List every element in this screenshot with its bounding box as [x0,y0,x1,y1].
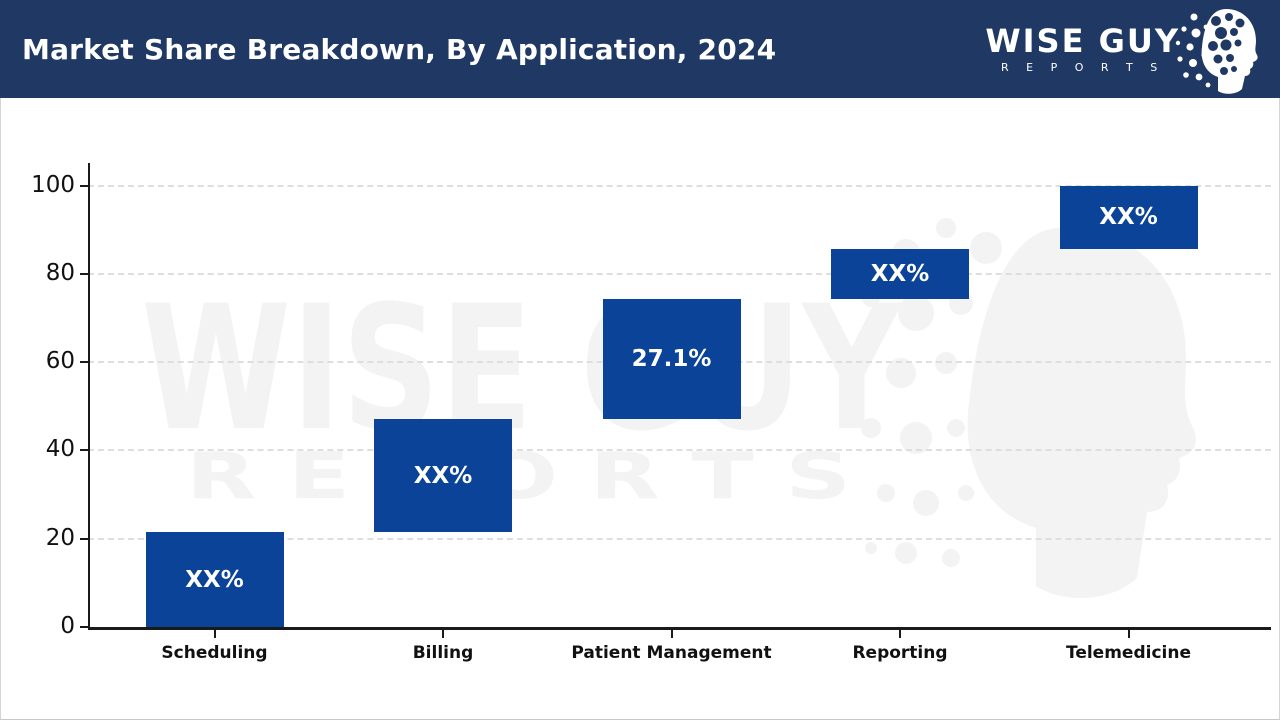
x-category-label: Scheduling [161,643,268,663]
bar: XX% [145,532,284,627]
bar: 27.1% [602,299,741,420]
gridline [88,537,1271,540]
x-category-label: Telemedicine [1065,643,1191,663]
y-tick [80,272,88,275]
bar: XX% [374,419,512,533]
x-tick [670,630,673,638]
y-axis-line [88,163,90,630]
logo-wordmark: WISE GUY [985,21,1180,60]
y-tick [80,184,88,187]
y-tick [80,537,88,540]
gridline [88,449,1271,452]
y-tick-label: 100 [31,171,75,198]
y-tick [80,626,88,628]
gridline [88,272,1271,275]
x-tick [899,630,901,638]
bar-value-label: XX% [1099,204,1158,231]
x-category-label: Patient Management [571,643,772,663]
y-tick-label: 80 [45,259,75,286]
y-tick-label: 20 [45,524,75,551]
bar: XX% [831,249,969,300]
x-tick [213,630,216,638]
y-tick-label: 60 [45,348,75,375]
gridline [88,184,1271,187]
x-category-label: Reporting [852,643,948,663]
x-axis-line [88,627,1271,630]
x-category-label: Billing [412,643,474,663]
chart-title: Market Share Breakdown, By Application, … [22,32,777,66]
y-tick-label: 0 [60,613,75,639]
y-tick [80,361,88,364]
waterfall-chart: 0 20 40 60 80 100 XX% Scheduling XX% Billing 27.1%… [1,98,1279,719]
bar: XX% [1059,185,1198,250]
y-tick [80,449,88,452]
bar-value-label: 27.1% [631,346,712,373]
x-tick [1127,630,1130,638]
logo-subtext: R E P O R T S [1001,60,1165,74]
bar-value-label: XX% [185,566,244,593]
y-tick-label: 40 [45,436,75,463]
figure-area: WISE GUY R E P O R T S 0 20 40 60 80 100 XX% Sc… [0,98,1280,720]
wise-guy-logo-text: WISE GUY R E P O R T S [985,25,1180,74]
wise-guy-head-icon [1175,9,1258,94]
bar-value-label: XX% [413,462,473,489]
bar-value-label: XX% [870,261,930,288]
wise-guy-logo: WISE GUY R E P O R T S [985,3,1262,95]
x-tick [442,630,444,638]
header-bar: Market Share Breakdown, By Application, … [0,0,1280,98]
